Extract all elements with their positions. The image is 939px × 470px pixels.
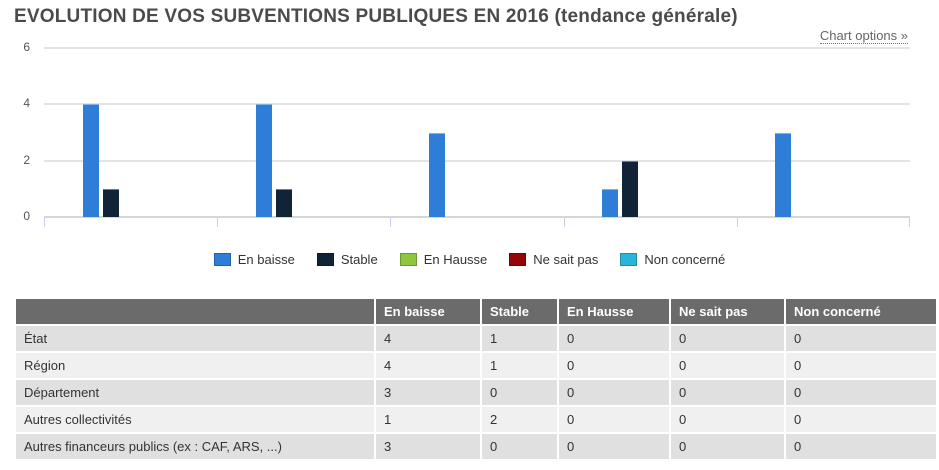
gridline [44, 159, 910, 162]
value-cell: 1 [376, 407, 480, 432]
corner-header-cell [16, 299, 374, 324]
x-axis-tick [736, 217, 738, 227]
legend-item: Ne sait pas [509, 252, 598, 267]
y-axis-label: 4 [23, 96, 30, 111]
bar [775, 132, 792, 217]
row-label-cell: Région [16, 353, 374, 378]
row-label-cell: État [16, 326, 374, 351]
chart-legend: En baisse Stable En Hausse Ne sait pas Non c… [0, 252, 939, 267]
x-axis-tick [563, 217, 565, 227]
row-label-cell: Autres financeurs publics (ex : CAF, ARS… [16, 434, 374, 459]
row-label-cell: Autres collectivités [16, 407, 374, 432]
gridline [44, 103, 910, 106]
legend-item: Non concerné [620, 252, 725, 267]
legend-swatch [620, 253, 638, 266]
bar-group [564, 48, 737, 217]
x-axis-tick [909, 217, 910, 227]
value-cell: 0 [671, 407, 784, 432]
value-cell: 0 [671, 353, 784, 378]
bar-groups [44, 48, 910, 217]
bar-chart: 0 2 4 6 [0, 40, 939, 238]
column-header-cell: Non concerné [786, 299, 936, 324]
legend-swatch [509, 253, 527, 266]
value-cell: 0 [482, 434, 557, 459]
table-header-row: En baisse Stable En Hausse Ne sait pas Non c… [16, 299, 936, 324]
legend-item: En Hausse [399, 252, 488, 267]
legend-label: En baisse [237, 252, 295, 267]
value-cell: 0 [559, 434, 669, 459]
legend-label: Non concerné [644, 252, 726, 267]
value-cell: 0 [786, 434, 936, 459]
value-cell: 1 [482, 353, 557, 378]
value-cell: 0 [671, 380, 784, 405]
table-row: Autres financeurs publics (ex : CAF, ARS… [16, 434, 936, 459]
column-header-cell: En baisse [376, 299, 480, 324]
legend-item: En baisse [213, 252, 295, 267]
chart-header: EVOLUTION DE VOS SUBVENTIONS PUBLIQUES E… [0, 0, 939, 44]
x-axis-tick [217, 217, 219, 227]
bar [275, 188, 292, 217]
bar [429, 132, 445, 217]
value-cell: 0 [786, 353, 936, 378]
x-axis-tick [390, 217, 392, 227]
value-cell: 4 [376, 326, 480, 351]
legend-swatch [213, 253, 231, 266]
legend-label: En Hausse [423, 252, 488, 267]
x-axis-tick [44, 217, 45, 227]
table-row: Département 3 0 0 0 0 [16, 380, 936, 405]
value-cell: 0 [786, 407, 936, 432]
value-cell: 4 [376, 353, 480, 378]
value-cell: 3 [376, 380, 480, 405]
bar-group [217, 48, 390, 217]
value-cell: 2 [482, 407, 557, 432]
bar [102, 188, 119, 217]
column-header-cell: Stable [482, 299, 557, 324]
stats-table: En baisse Stable En Hausse Ne sait pas Non c… [14, 297, 938, 461]
value-cell: 0 [559, 326, 669, 351]
legend-item: Stable [316, 252, 378, 267]
value-cell: 0 [559, 407, 669, 432]
y-axis-label: 6 [23, 40, 30, 54]
y-axis-label: 0 [23, 209, 30, 223]
y-axis-label: 2 [23, 152, 30, 167]
bar [602, 188, 619, 217]
value-cell: 0 [786, 380, 936, 405]
bar [622, 160, 639, 217]
table-row: Autres collectivités 1 2 0 0 0 [16, 407, 936, 432]
legend-label: Ne sait pas [533, 252, 599, 267]
gridline [44, 216, 910, 218]
gridline [44, 47, 910, 49]
plot-area: 0 2 4 6 [23, 40, 910, 227]
bar [255, 104, 272, 217]
table-row: État 4 1 0 0 0 [16, 326, 936, 351]
column-header-cell: En Hausse [559, 299, 669, 324]
column-header-cell: Ne sait pas [671, 299, 784, 324]
bar-group [390, 48, 563, 217]
page-title: EVOLUTION DE VOS SUBVENTIONS PUBLIQUES E… [14, 6, 738, 27]
chart-options-link[interactable]: Chart options » [819, 28, 908, 44]
value-cell: 0 [559, 380, 669, 405]
value-cell: 0 [671, 434, 784, 459]
value-cell: 0 [671, 326, 784, 351]
table-row: Région 4 1 0 0 0 [16, 353, 936, 378]
row-label-cell: Département [16, 380, 374, 405]
bar-group [44, 48, 217, 217]
legend-label: Stable [340, 252, 378, 267]
value-cell: 0 [482, 380, 557, 405]
bar [82, 104, 99, 217]
value-cell: 0 [786, 326, 936, 351]
results-table-wrap: En baisse Stable En Hausse Ne sait pas Non c… [14, 297, 939, 461]
bar-group [737, 48, 910, 217]
value-cell: 1 [482, 326, 557, 351]
legend-swatch [316, 253, 334, 266]
value-cell: 3 [376, 434, 480, 459]
value-cell: 0 [559, 353, 669, 378]
legend-swatch [399, 253, 417, 266]
